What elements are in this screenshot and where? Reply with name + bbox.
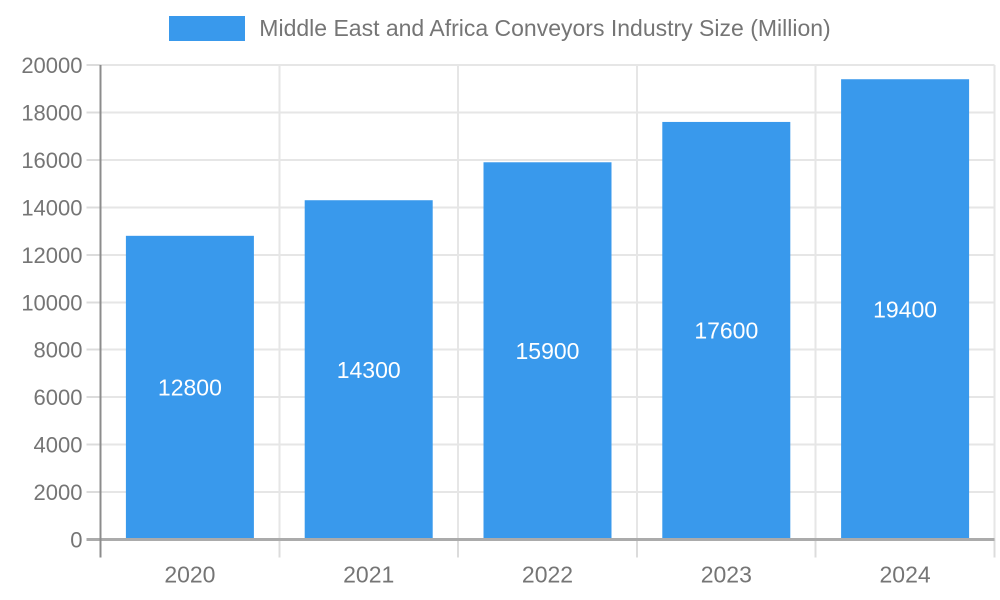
y-tick-label: 20000	[21, 53, 82, 78]
y-tick-label: 6000	[34, 385, 83, 410]
bar	[304, 200, 433, 540]
x-tick-label: 2021	[343, 562, 394, 588]
y-tick-label: 18000	[21, 100, 82, 125]
bar-value-label: 14300	[337, 357, 401, 383]
bar	[483, 162, 612, 540]
bar	[125, 235, 254, 540]
y-tick-label: 2000	[34, 480, 83, 505]
y-tick-label: 0	[70, 528, 82, 553]
legend-title: Middle East and Africa Conveyors Industr…	[259, 15, 831, 41]
chart-legend: Middle East and Africa Conveyors Industr…	[0, 16, 1000, 41]
bar-value-label: 12800	[158, 375, 222, 401]
y-tick-label: 12000	[21, 243, 82, 268]
y-tick-label: 8000	[34, 338, 83, 363]
x-tick-label: 2024	[880, 562, 931, 588]
bar	[841, 79, 970, 540]
y-tick-label: 4000	[34, 433, 83, 458]
bar-value-label: 17600	[694, 318, 758, 344]
bar-value-label: 19400	[873, 296, 937, 322]
legend-swatch	[169, 16, 246, 41]
bar-value-label: 15900	[516, 338, 580, 364]
x-tick-label: 2023	[701, 562, 752, 588]
y-tick-label: 10000	[21, 290, 82, 315]
y-tick-label: 14000	[21, 195, 82, 220]
x-tick-label: 2020	[164, 562, 215, 588]
x-tick-label: 2022	[522, 562, 573, 588]
bar	[662, 121, 791, 540]
y-tick-label: 16000	[21, 148, 82, 173]
